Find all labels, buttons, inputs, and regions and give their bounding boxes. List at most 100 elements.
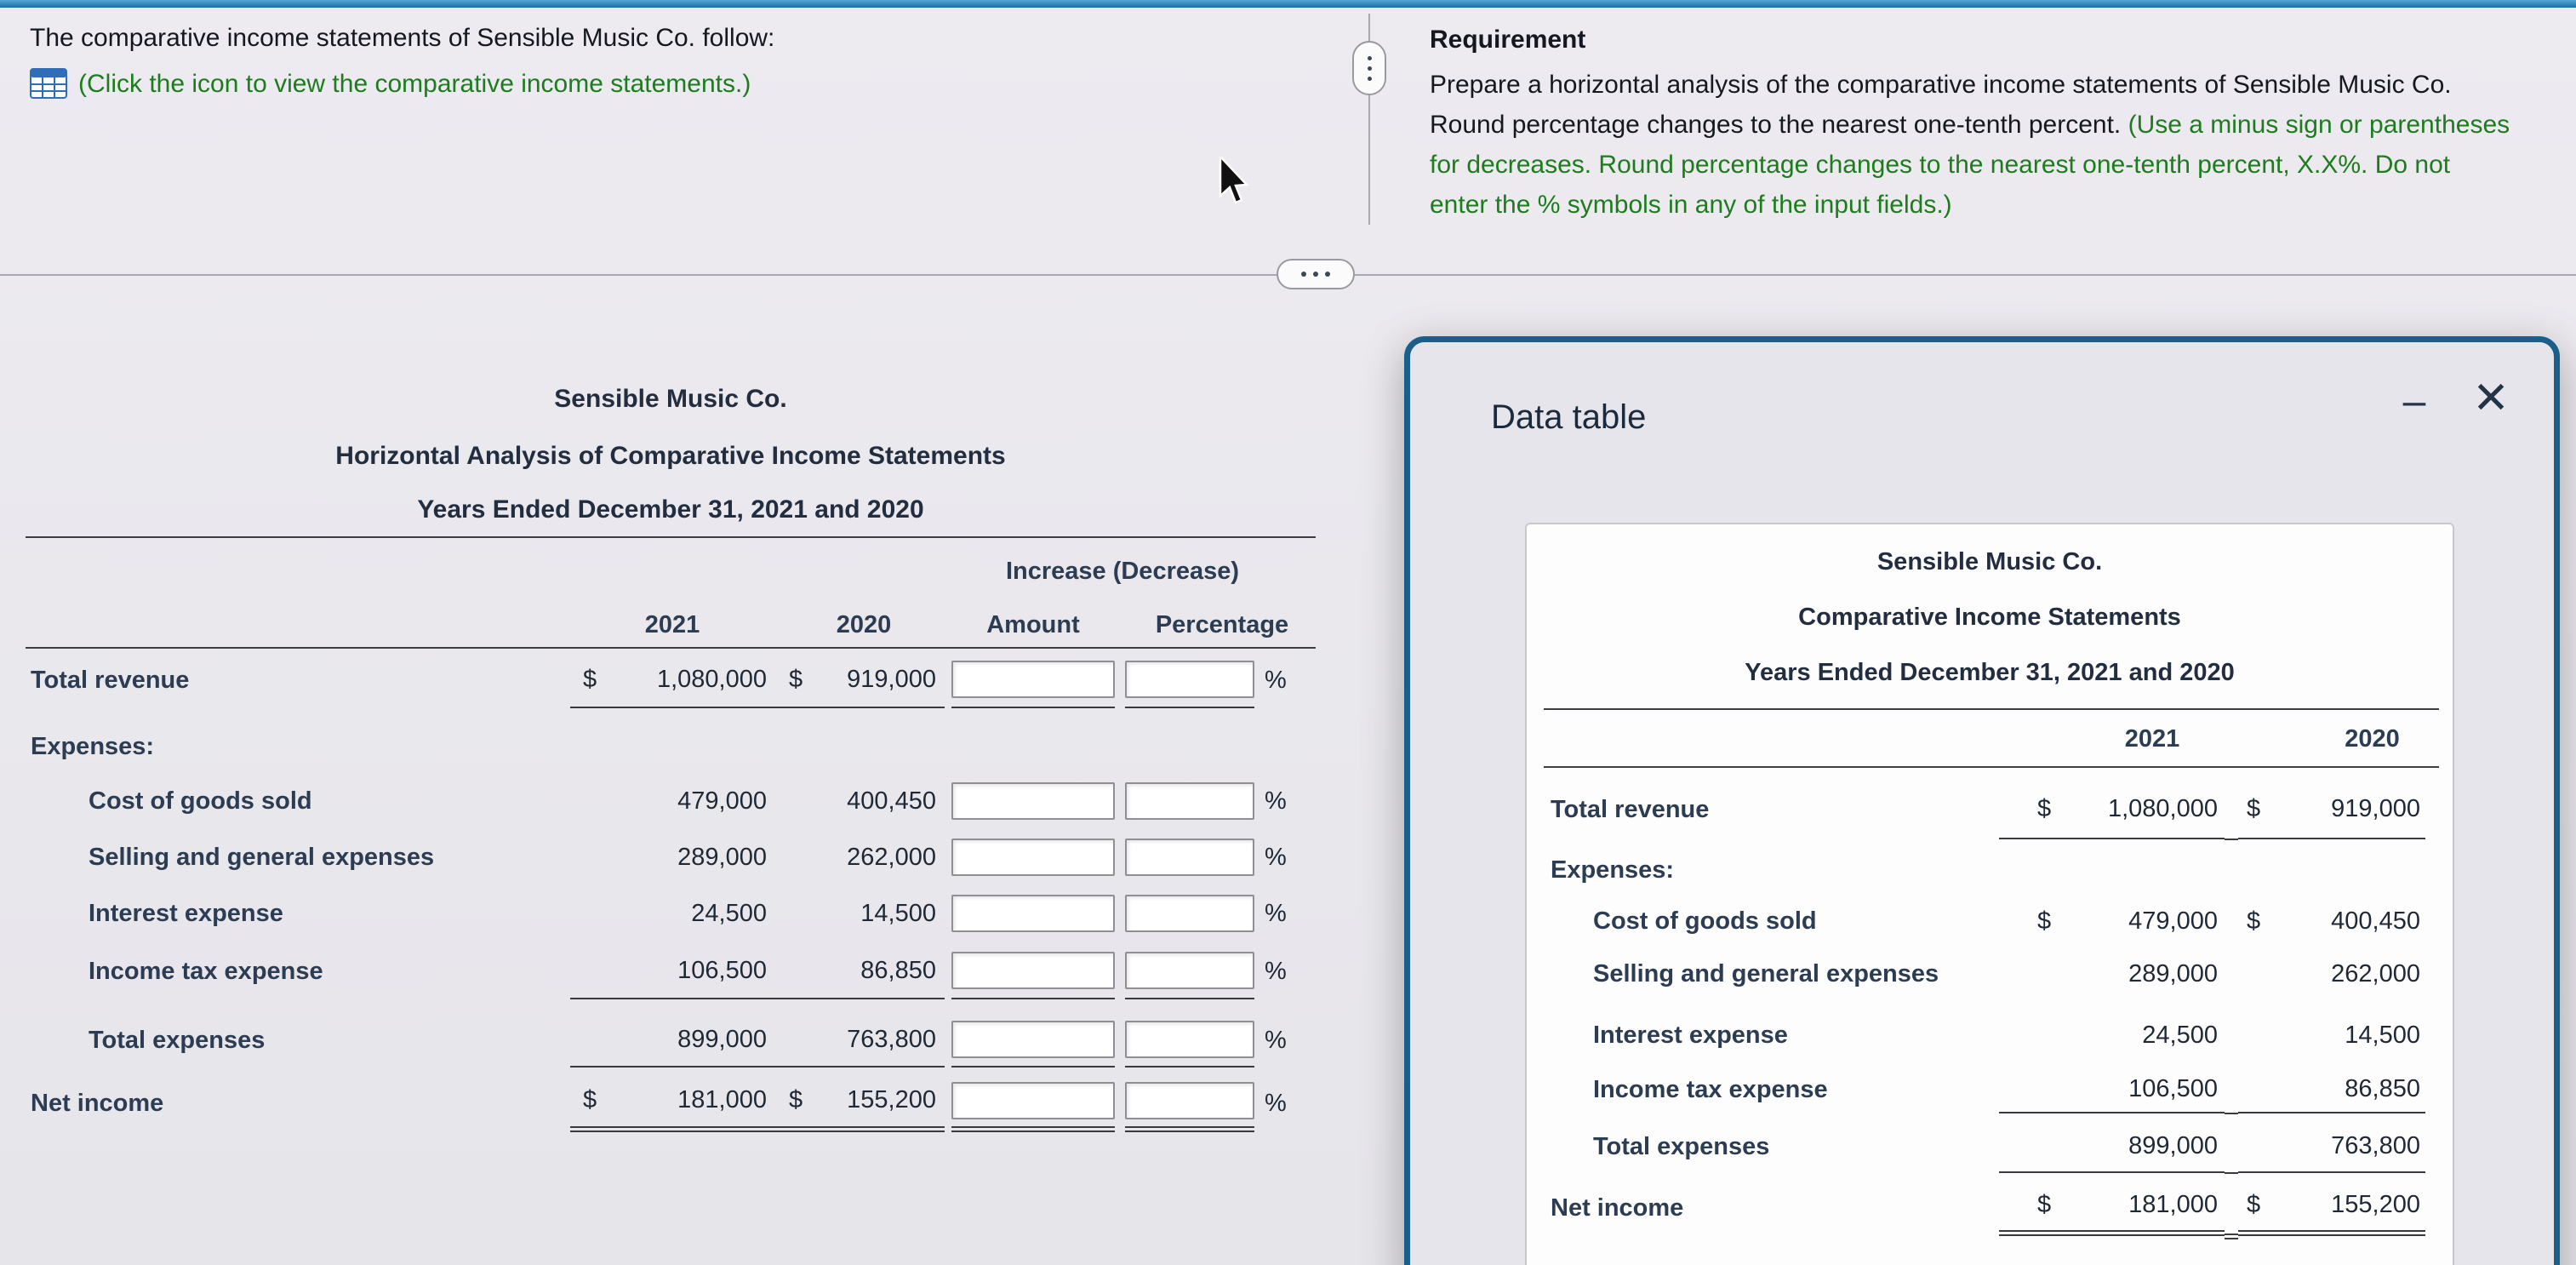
mouse-cursor-icon <box>1219 153 1253 210</box>
row-label: Selling and general expenses <box>1593 959 1939 987</box>
requirement-text-instructions: (Use a minus sign or parentheses for dec… <box>1430 111 2510 219</box>
amount-input[interactable] <box>951 839 1115 876</box>
dollar-sign: $ <box>789 665 803 693</box>
value-2020: 14,500 <box>860 899 936 927</box>
table-row: Net income $181,000 $155,200 <box>1544 1180 2439 1239</box>
dollar-sign: $ <box>789 1086 803 1113</box>
percentage-input[interactable] <box>1125 661 1254 698</box>
value-2021: 106,500 <box>677 956 767 984</box>
amount-input[interactable] <box>951 1021 1115 1058</box>
value-2021: 181,000 <box>677 1086 767 1113</box>
table-row: Income tax expense 106,500 86,850 <box>1544 1066 2439 1114</box>
worksheet-title-rule <box>26 536 1316 538</box>
amount-input[interactable] <box>951 1081 1115 1119</box>
requirement-text: Prepare a horizontal analysis of the com… <box>1430 65 2515 225</box>
column-header-amount: Amount <box>986 610 1080 638</box>
column-header-2020: 2020 <box>2345 724 2400 753</box>
table-row: Cost of goods sold 479,000 400,450 % <box>26 775 1319 827</box>
dollar-sign: $ <box>2247 1191 2261 1218</box>
table-row: Expenses: <box>26 722 1319 771</box>
datatable-title-rule <box>1544 708 2439 710</box>
percentage-input[interactable] <box>1125 895 1254 932</box>
dialog-title: Data table <box>1491 398 1647 436</box>
row-label: Interest expense <box>1593 1021 1788 1049</box>
amount-input[interactable] <box>951 661 1115 698</box>
table-row: Expenses: <box>1544 846 2439 894</box>
table-row: Net income $181,000 $155,200 % <box>26 1074 1319 1132</box>
table-row: Selling and general expenses 289,000 262… <box>26 831 1319 884</box>
dollar-sign: $ <box>583 665 597 693</box>
close-icon[interactable]: ✕ <box>2472 374 2510 423</box>
percentage-input[interactable] <box>1125 782 1254 820</box>
value-2021: 289,000 <box>2128 959 2218 987</box>
percent-symbol: % <box>1265 1089 1287 1117</box>
worksheet-header-rule <box>26 647 1316 649</box>
value-2021: 289,000 <box>677 843 767 871</box>
percent-symbol: % <box>1265 1026 1287 1054</box>
table-row: Cost of goods sold $479,000 $400,450 <box>1544 896 2439 947</box>
row-label: Total revenue <box>1551 795 1710 823</box>
dollar-sign: $ <box>2037 794 2052 822</box>
value-2020: 86,850 <box>2345 1074 2420 1102</box>
amount-input[interactable] <box>951 952 1115 989</box>
worksheet-company-title: Sensible Music Co. <box>554 385 787 413</box>
column-header-2020: 2020 <box>836 610 892 638</box>
percent-symbol: % <box>1265 899 1287 927</box>
percentage-input[interactable] <box>1125 1081 1254 1119</box>
amount-input[interactable] <box>951 782 1115 820</box>
datatable-column-header-row: 2021 2020 <box>1544 717 2439 761</box>
table-row: Interest expense 24,500 14,500 <box>1544 1008 2439 1062</box>
table-row: Interest expense 24,500 14,500 % <box>26 887 1319 940</box>
problem-text: The comparative income statements of Sen… <box>30 24 775 52</box>
value-2020: 155,200 <box>2331 1191 2420 1218</box>
percentage-input[interactable] <box>1125 1021 1254 1058</box>
value-2021: 899,000 <box>2128 1131 2218 1159</box>
view-statements-hint: (Click the icon to view the comparative … <box>78 70 751 98</box>
value-2020: 400,450 <box>2331 907 2420 935</box>
worksheet-column-header-row: 2021 2020 Amount Percentage <box>26 604 1319 645</box>
percent-symbol: % <box>1265 787 1287 815</box>
table-row: Total revenue $1,080,000 $919,000 % <box>26 652 1319 708</box>
column-header-percentage: Percentage <box>1155 610 1289 638</box>
worksheet-period-title: Years Ended December 31, 2021 and 2020 <box>417 495 924 524</box>
data-table-card: Sensible Music Co. Comparative Income St… <box>1525 523 2454 1265</box>
datatable-header-rule <box>1544 766 2439 768</box>
row-label: Net income <box>31 1089 164 1117</box>
table-row: Total revenue $1,080,000 $919,000 <box>1544 780 2439 840</box>
minimize-button[interactable]: – <box>2402 379 2426 424</box>
percent-symbol: % <box>1265 666 1287 694</box>
row-label: Expenses: <box>1551 856 1675 884</box>
row-label: Cost of goods sold <box>89 787 312 815</box>
value-2021: 899,000 <box>677 1025 767 1053</box>
row-label: Income tax expense <box>89 957 323 985</box>
value-2021: 479,000 <box>677 787 767 815</box>
dollar-sign: $ <box>2247 907 2261 935</box>
percentage-input[interactable] <box>1125 839 1254 876</box>
row-label: Selling and general expenses <box>89 843 435 871</box>
percentage-input[interactable] <box>1125 952 1254 989</box>
dollar-sign: $ <box>583 1086 597 1113</box>
value-2020: 919,000 <box>2331 794 2420 822</box>
row-label: Total expenses <box>1593 1132 1770 1160</box>
horizontal-splitter-handle[interactable] <box>1277 259 1355 289</box>
vertical-splitter-handle[interactable] <box>1352 41 1386 95</box>
value-2021: 24,500 <box>2142 1021 2218 1049</box>
amount-input[interactable] <box>951 895 1115 932</box>
value-2020: 86,850 <box>860 956 936 984</box>
dollar-sign: $ <box>2037 907 2052 935</box>
row-label: Total expenses <box>89 1026 266 1054</box>
value-2021: 479,000 <box>2128 907 2218 935</box>
row-label: Total revenue <box>31 666 190 694</box>
value-2021: 181,000 <box>2128 1191 2218 1218</box>
datatable-statement-title: Comparative Income Statements <box>1798 604 2181 631</box>
row-label: Expenses: <box>31 732 155 760</box>
percent-symbol: % <box>1265 843 1287 871</box>
column-header-2021: 2021 <box>2124 724 2180 753</box>
value-2021: 106,500 <box>2128 1074 2218 1102</box>
value-2020: 763,800 <box>847 1025 936 1053</box>
income-statements-icon[interactable] <box>30 68 67 99</box>
value-2020: 14,500 <box>2345 1021 2420 1049</box>
requirement-text-plain: Prepare a horizontal analysis of the com… <box>1430 71 2452 139</box>
column-header-2021: 2021 <box>644 610 700 638</box>
